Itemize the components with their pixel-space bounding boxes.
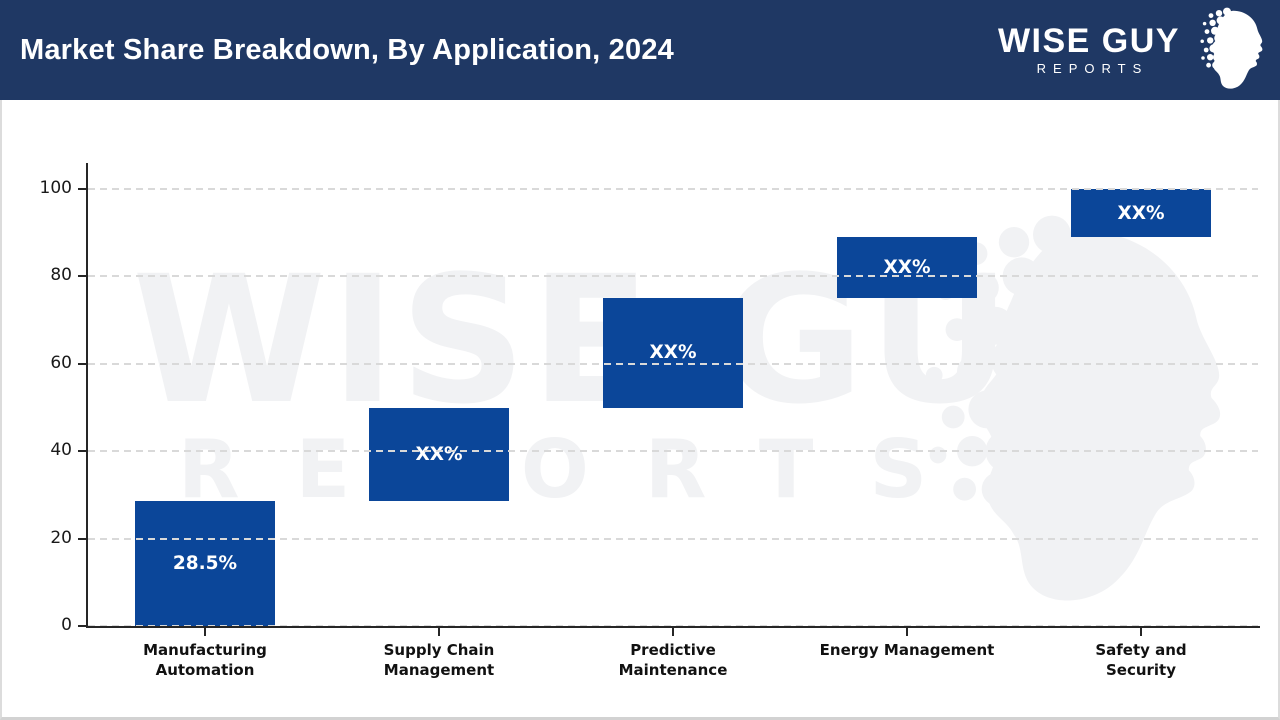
y-axis-tick: [78, 537, 87, 540]
y-axis-tick-label: 20: [50, 527, 72, 548]
bar-value-label: 28.5%: [172, 553, 238, 575]
x-axis-tick-label: Energy Management: [819, 641, 995, 659]
gridline-100: [88, 188, 1258, 190]
x-axis-tick: [672, 628, 674, 636]
y-axis-tick-label: 40: [50, 440, 72, 461]
gridline-20: [88, 537, 1258, 540]
logo-wordmark: WISE GUY REPORTS: [997, 22, 1180, 76]
x-axis-tick: [1140, 628, 1142, 636]
y-axis-tick-label: 80: [50, 265, 72, 286]
page-title: Market Share Breakdown, By Application, …: [20, 33, 674, 66]
bar-value-label: XX%: [1117, 202, 1165, 224]
bar-supply-chain-management: XX%: [369, 407, 509, 502]
logo-face-icon: [1200, 7, 1263, 89]
y-axis-tick-label: 0: [61, 615, 72, 635]
brand-logo: WISE GUY REPORTS: [998, 6, 1268, 94]
gridline-40: [88, 450, 1258, 453]
x-axis-tick-label: Manufacturing Automation: [143, 641, 267, 680]
y-axis-tick: [78, 275, 87, 278]
gridline-60: [88, 362, 1258, 365]
bar-value-label: XX%: [883, 257, 931, 279]
plot-area: 28.5% XX% XX% XX% XX%: [88, 188, 1258, 627]
x-axis-tick: [438, 628, 440, 636]
y-axis-line: [86, 163, 88, 628]
bar-manufacturing-automation: 28.5%: [135, 501, 275, 626]
x-axis-tick: [204, 628, 206, 636]
bar-value-label: XX%: [649, 342, 697, 364]
bar-value-label: XX%: [415, 443, 463, 465]
bar-energy-management: XX%: [837, 237, 977, 299]
bar-predictive-maintenance: XX%: [603, 298, 743, 408]
logo-wordmark-line1: WISE GUY: [997, 22, 1180, 61]
x-axis-tick: [906, 628, 908, 636]
x-axis-tick-label: Supply Chain Management: [383, 641, 495, 680]
header: Market Share Breakdown, By Application, …: [0, 0, 1280, 100]
y-axis-tick-label: 60: [50, 352, 72, 373]
logo-wordmark-line2: REPORTS: [1036, 60, 1149, 76]
gridline-80: [88, 275, 1258, 278]
y-axis-tick-label: 100: [39, 178, 72, 198]
x-axis-tick-label: Predictive Maintenance: [618, 641, 728, 680]
x-axis-line: [86, 626, 1260, 628]
y-axis-tick: [78, 625, 87, 627]
bar-safety-and-security: XX%: [1071, 189, 1211, 238]
y-axis-tick: [78, 362, 87, 365]
x-axis-tick-label: Safety and Security: [1095, 641, 1187, 680]
y-axis-tick: [78, 450, 87, 453]
chart-area: WISE GUY REPORTS 28.5% XX% XX% XX% XX% 0 20 40…: [0, 100, 1280, 720]
y-axis-tick: [78, 188, 87, 190]
